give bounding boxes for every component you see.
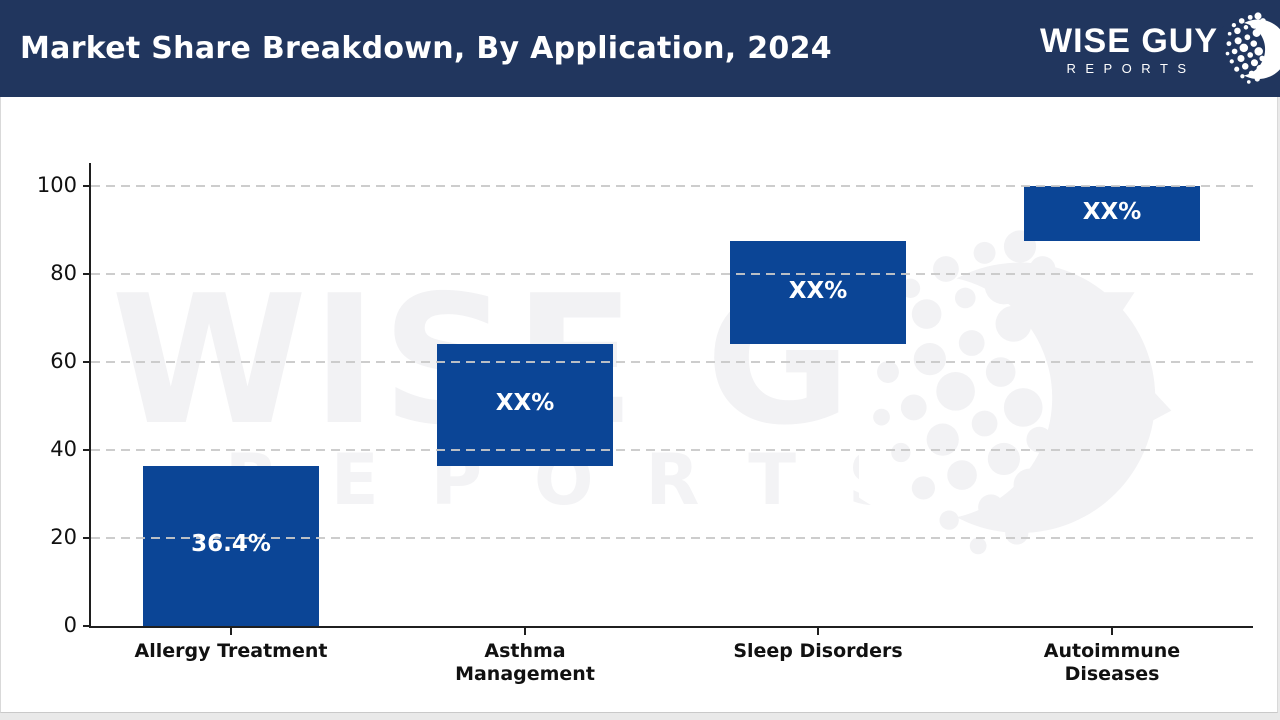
bottom-strip xyxy=(0,714,1280,720)
brand-logo: WISE GUY REPORTS xyxy=(1040,10,1280,90)
y-tick-80 xyxy=(83,273,91,275)
y-tick-40 xyxy=(83,449,91,451)
bar-asthma-management xyxy=(437,344,613,466)
bar-value-label-allergy-treatment: 36.4% xyxy=(191,530,271,557)
bar-allergy-treatment xyxy=(143,465,319,626)
x-tick-asthma-management xyxy=(524,628,526,635)
y-axis xyxy=(89,163,91,628)
bar-autoimmune-diseases xyxy=(1024,186,1200,241)
y-tick-0 xyxy=(83,625,91,627)
dotted-head-icon xyxy=(1222,12,1280,84)
brand-name: WISE GUY xyxy=(1040,22,1219,60)
y-tick-60 xyxy=(83,361,91,363)
gridline-100 xyxy=(91,185,1253,187)
gridline-40 xyxy=(91,449,1253,451)
y-tick-label-20: 20 xyxy=(50,525,77,549)
y-tick-label-60: 60 xyxy=(50,349,77,373)
gridline-60 xyxy=(91,361,1253,363)
gridline-80 xyxy=(91,273,1253,275)
x-axis-label-asthma-management: Asthma Management xyxy=(455,640,595,685)
x-tick-allergy-treatment xyxy=(230,628,232,635)
page-title: Market Share Breakdown, By Application, … xyxy=(20,31,832,66)
x-axis-label-allergy-treatment: Allergy Treatment xyxy=(134,640,328,662)
x-tick-sleep-disorders xyxy=(817,628,819,635)
y-tick-label-80: 80 xyxy=(50,261,77,285)
y-tick-20 xyxy=(83,537,91,539)
brand-subname: REPORTS xyxy=(1066,61,1196,76)
x-axis xyxy=(89,626,1253,628)
chart-card: WISE GUY REPORTS xyxy=(0,97,1278,713)
bar-value-label-sleep-disorders: XX% xyxy=(788,277,848,304)
y-tick-label-100: 100 xyxy=(36,173,77,197)
gridline-20 xyxy=(91,537,1253,539)
x-axis-label-sleep-disorders: Sleep Disorders xyxy=(733,640,903,662)
bar-value-label-autoimmune-diseases: XX% xyxy=(1082,198,1142,225)
y-tick-label-0: 0 xyxy=(63,613,77,637)
y-tick-label-40: 40 xyxy=(50,437,77,461)
plot-area: 0 20 40 60 80 100 36.4% Allergy Treatment XX% Ast… xyxy=(1,97,1277,712)
bar-value-label-asthma-management: XX% xyxy=(495,390,555,417)
y-tick-100 xyxy=(83,185,91,187)
x-tick-autoimmune-diseases xyxy=(1111,628,1113,635)
header-bar: Market Share Breakdown, By Application, … xyxy=(0,0,1280,97)
brand-logo-text: WISE GUY REPORTS xyxy=(1040,24,1218,76)
x-axis-label-autoimmune-diseases: Autoimmune Diseases xyxy=(1043,640,1181,685)
